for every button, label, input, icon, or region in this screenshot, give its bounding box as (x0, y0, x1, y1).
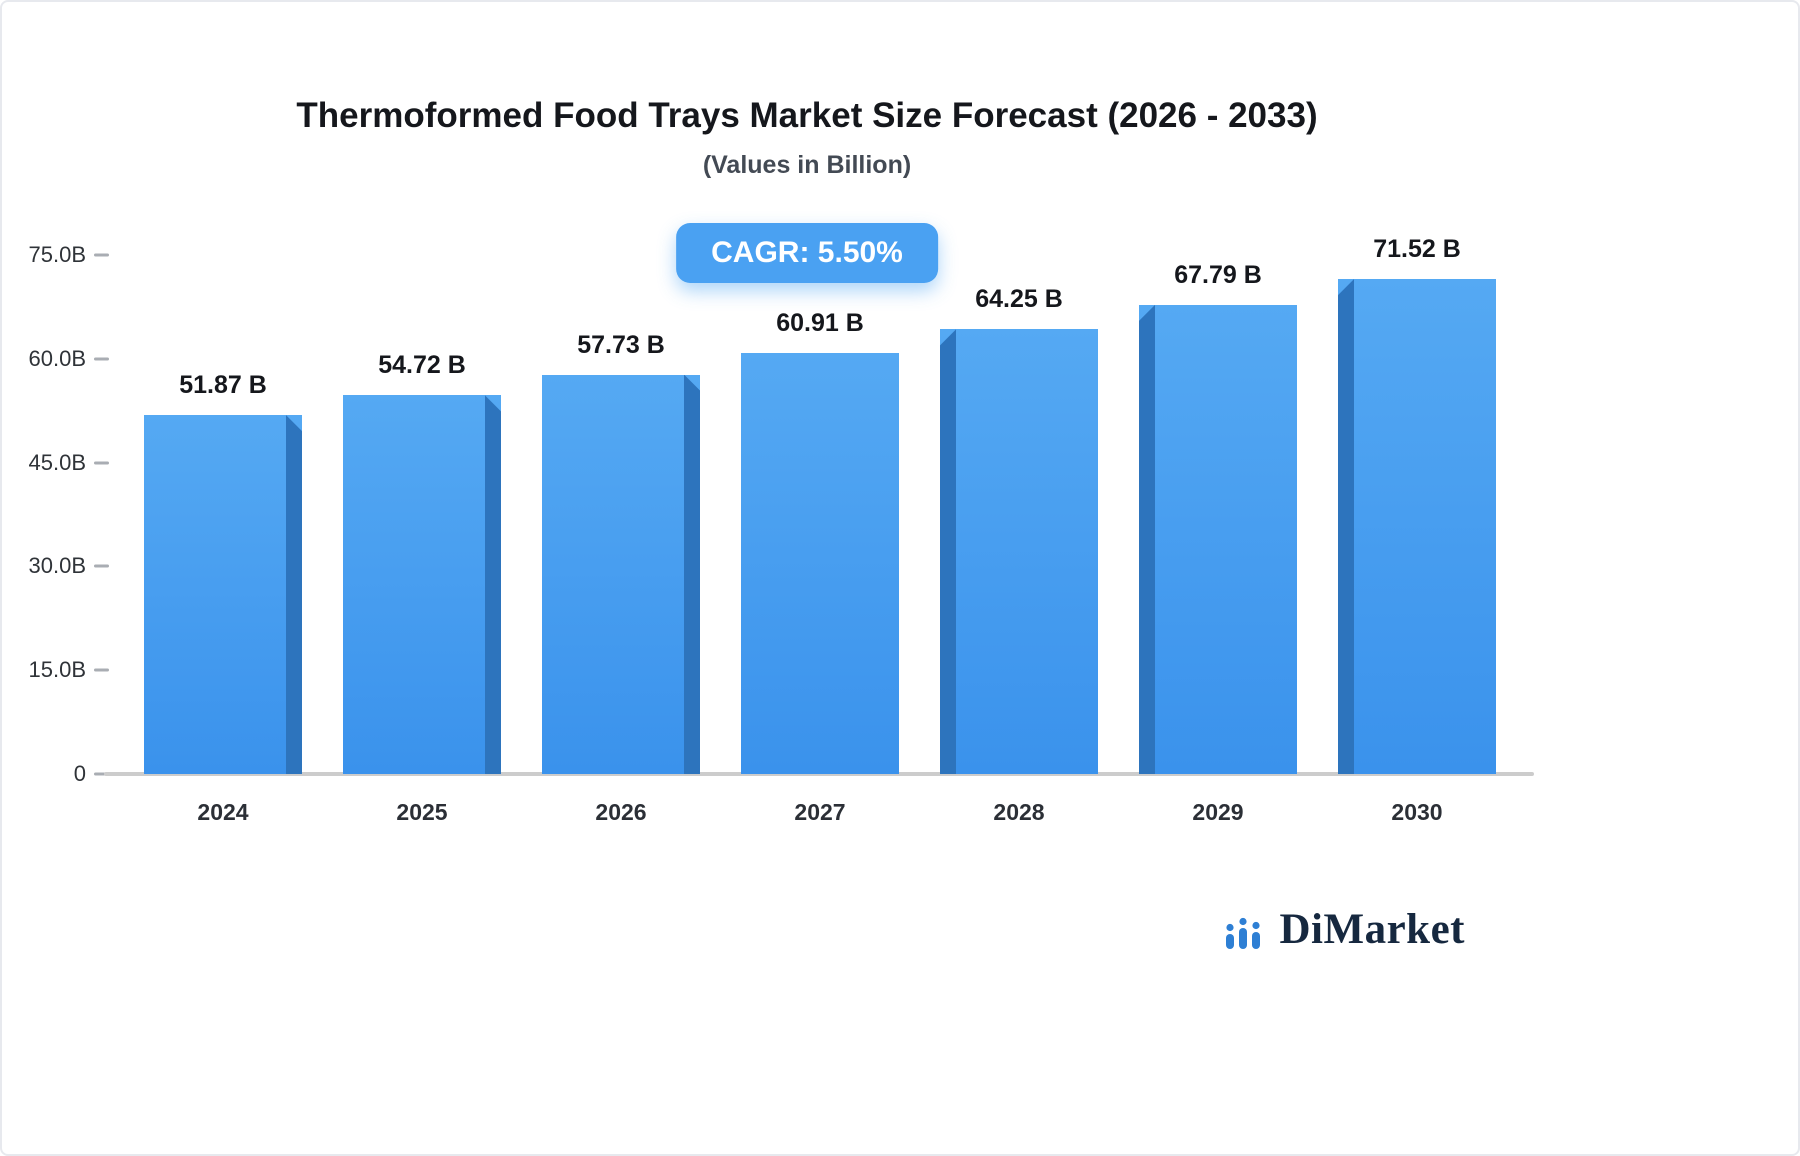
y-tick-mark (94, 357, 109, 361)
x-axis-label: 2027 (794, 799, 846, 825)
y-tick-label: 30.0B (28, 553, 87, 579)
y-tick-mark (94, 253, 109, 257)
cagr-badge: CAGR: 5.50% (676, 223, 938, 283)
bar-side-shade (485, 395, 501, 774)
bar-face (940, 329, 1098, 774)
logo-icon-shapes (1225, 917, 1260, 949)
x-axis-label: 2030 (1391, 799, 1443, 825)
bar-2030[interactable]: 71.52 B 2030 (1338, 235, 1496, 825)
bar-side-shade (684, 374, 700, 774)
bar-side-shade (1338, 279, 1354, 774)
bar-face (144, 415, 302, 774)
bar-chart: 0 15.0B 30.0B 45.0B 60.0B 75.0B 51.87 B 2024 54… (16, 235, 1534, 825)
chart-subtitle: (Values in Billion) (702, 151, 912, 179)
x-axis-baseline (104, 772, 1534, 776)
y-tick-mark (94, 461, 109, 465)
bar-2025[interactable]: 54.72 B 2025 (343, 351, 501, 825)
bar-value-label: 71.52 B (1373, 235, 1461, 264)
bar-value-label: 54.72 B (378, 351, 466, 380)
bar-face (1338, 279, 1496, 774)
y-tick-label: 60.0B (28, 345, 87, 371)
x-axis-label: 2024 (197, 799, 249, 825)
y-tick-label: 15.0B (28, 657, 87, 683)
x-axis-label: 2026 (595, 799, 647, 825)
bar-side-shade (286, 415, 302, 774)
bar-value-label: 64.25 B (975, 285, 1063, 314)
bar-value-label: 60.91 B (776, 308, 864, 337)
bar-value-label: 67.79 B (1174, 260, 1262, 289)
x-axis-label: 2025 (396, 799, 448, 825)
y-tick-mark (94, 668, 109, 672)
x-axis-label: 2029 (1192, 799, 1244, 825)
bar-2028[interactable]: 64.25 B 2028 (940, 285, 1098, 825)
bar-2024[interactable]: 51.87 B 2024 (144, 371, 302, 825)
logo-wordmark: DiMarket (1279, 906, 1465, 953)
y-tick-label: 75.0B (28, 242, 87, 267)
y-tick-mark (94, 564, 109, 568)
bar-chart-logo-icon (1225, 917, 1260, 949)
bar-2026[interactable]: 57.73 B 2026 (542, 331, 700, 825)
y-tick-mark (94, 772, 109, 776)
bar-2027[interactable]: 60.91 B 2027 (741, 309, 899, 825)
bars: 51.87 B 2024 54.72 B 2025 57.73 B 2026 60.91 B… (118, 235, 1524, 825)
y-tick-label: 0 (73, 761, 86, 786)
dimarket-logo: DiMarket (1222, 905, 1466, 954)
chart-title: Thermoformed Food Trays Market Size Fore… (296, 96, 1318, 135)
bar-face (741, 352, 899, 774)
x-axis-label: 2028 (993, 799, 1045, 825)
bar-2029[interactable]: 67.79 B 2029 (1139, 261, 1297, 825)
bar-face (542, 374, 700, 774)
tick-marks (94, 253, 110, 776)
bar-face (343, 395, 501, 774)
bar-side-shade (1139, 304, 1155, 774)
bar-value-label: 57.73 B (577, 330, 665, 359)
bar-face (1139, 304, 1297, 774)
y-tick-label: 45.0B (28, 449, 87, 475)
plot-area: 51.87 B 2024 54.72 B 2025 57.73 B 2026 60.91 B… (118, 235, 1524, 825)
bar-value-label: 51.87 B (179, 371, 267, 400)
bar-side-shade (940, 329, 956, 774)
y-axis: 0 15.0B 30.0B 45.0B 60.0B 75.0B (16, 242, 87, 786)
